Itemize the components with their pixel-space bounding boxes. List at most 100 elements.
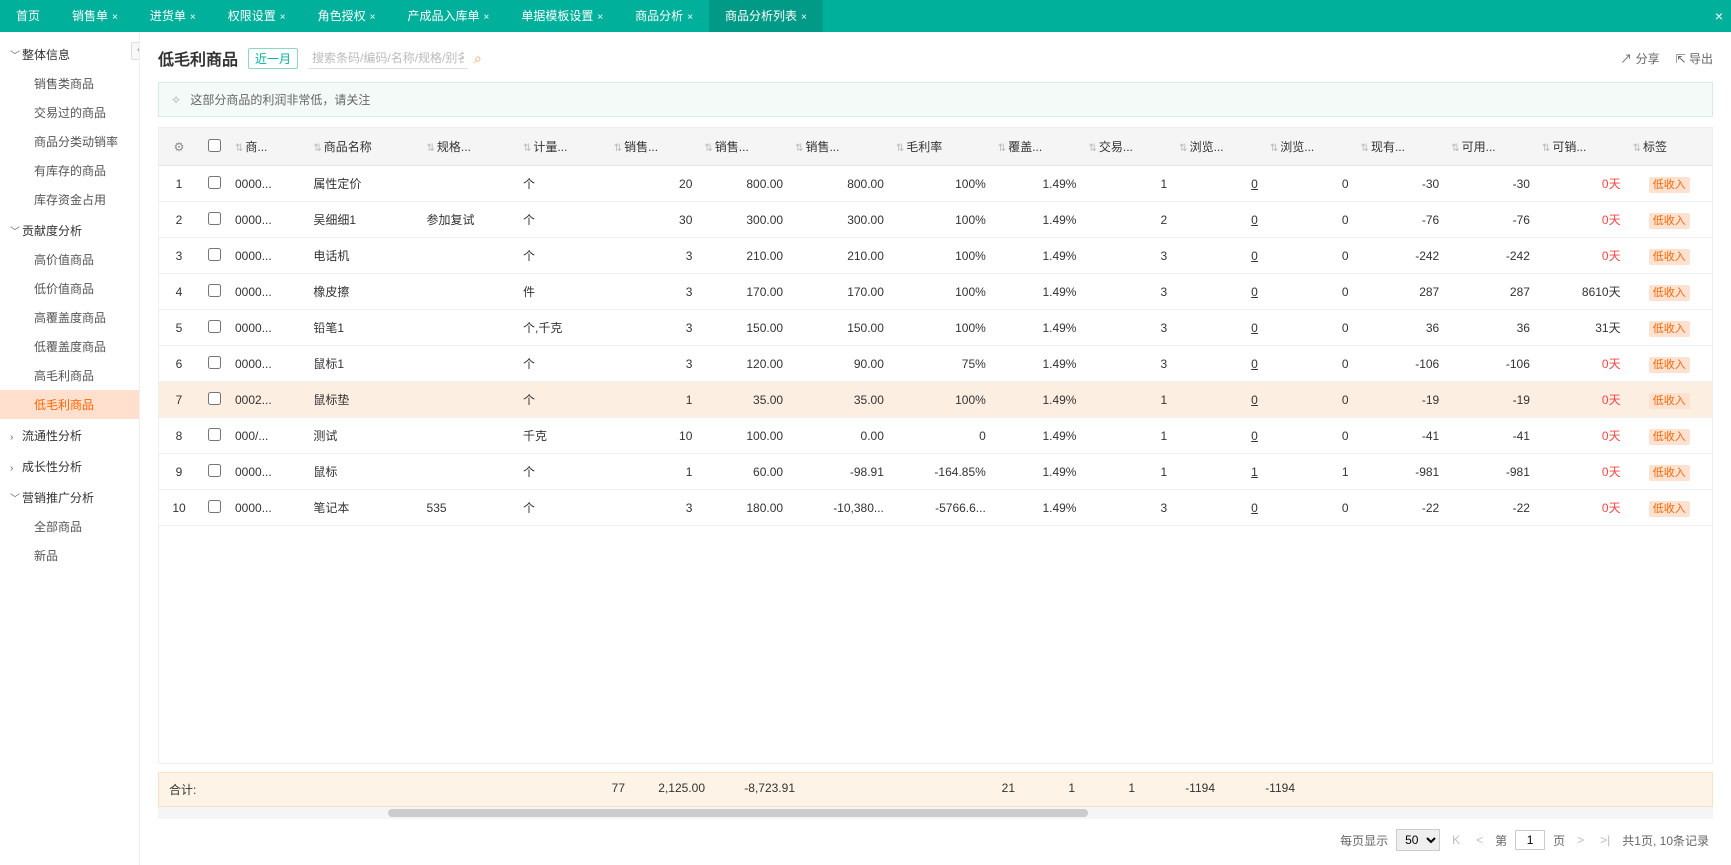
column-header[interactable]: ⇅销售... [789,128,890,166]
top-tab[interactable]: 销售单× [56,0,134,32]
view-link[interactable]: 1 [1251,465,1258,479]
top-tab[interactable]: 进货单× [134,0,212,32]
column-header[interactable]: ⇅标签 [1627,128,1712,166]
sort-icon[interactable]: ⇅ [614,143,622,154]
tree-item[interactable]: 有库存的商品 [0,156,139,185]
data-table-wrap[interactable]: ⚙⇅商...⇅商品名称⇅规格...⇅计量...⇅销售...⇅销售...⇅销售..… [158,127,1713,764]
table-row[interactable]: 70002...鼠标垫个135.0035.00100%1.49%100-19-1… [159,382,1712,418]
page-last-button[interactable]: >| [1596,833,1614,847]
gear-icon[interactable]: ⚙ [174,140,185,154]
row-checkbox[interactable] [208,500,221,513]
tab-close-icon[interactable]: × [687,12,693,23]
table-row[interactable]: 90000...鼠标个160.00-98.91-164.85%1.49%111-… [159,454,1712,490]
column-header[interactable]: ⇅交易... [1082,128,1173,166]
view-link[interactable]: 0 [1251,429,1258,443]
column-header[interactable]: ⇅毛利率 [890,128,992,166]
table-row[interactable]: 50000...铅笔1个,千克3150.00150.00100%1.49%300… [159,310,1712,346]
sort-icon[interactable]: ⇅ [704,143,712,154]
search-icon[interactable]: ⌕ [474,50,482,67]
tab-close-icon[interactable]: × [280,12,286,23]
view-link[interactable]: 0 [1251,285,1258,299]
top-tab[interactable]: 产成品入库单× [391,0,505,32]
share-button[interactable]: ↗ 分享 [1620,50,1659,67]
row-checkbox[interactable] [208,284,221,297]
tree-item[interactable]: 高毛利商品 [0,361,139,390]
top-tab[interactable]: 首页 [0,0,56,32]
view-link[interactable]: 0 [1251,321,1258,335]
view-link[interactable]: 0 [1251,177,1258,191]
column-header[interactable]: ⇅浏览... [1173,128,1264,166]
sort-icon[interactable]: ⇅ [896,143,904,154]
tree-group-header[interactable]: ﹀营销推广分析 [0,483,139,512]
row-checkbox[interactable] [208,428,221,441]
sort-icon[interactable]: ⇅ [795,143,803,154]
column-header[interactable]: ⇅商... [229,128,307,166]
table-row[interactable]: 60000...鼠标1个3120.0090.0075%1.49%300-106-… [159,346,1712,382]
tabs-close-all-icon[interactable]: × [1715,8,1723,24]
tree-item[interactable]: 低毛利商品 [0,390,139,419]
view-link[interactable]: 0 [1251,357,1258,371]
sort-icon[interactable]: ⇅ [1179,143,1187,154]
tree-item[interactable]: 库存资金占用 [0,185,139,214]
sort-icon[interactable]: ⇅ [235,143,243,154]
column-header[interactable]: ⇅可用... [1445,128,1536,166]
column-header[interactable]: ⇅销售... [698,128,789,166]
sort-icon[interactable]: ⇅ [1088,143,1096,154]
table-row[interactable]: 10000...属性定价个20800.00800.00100%1.49%100-… [159,166,1712,202]
tab-close-icon[interactable]: × [597,12,603,23]
search-input[interactable] [308,48,468,69]
column-header[interactable]: ⇅现有... [1355,128,1446,166]
tree-item[interactable]: 商品分类动销率 [0,127,139,156]
tree-item[interactable]: 销售类商品 [0,69,139,98]
row-checkbox[interactable] [208,176,221,189]
sort-icon[interactable]: ⇅ [313,143,321,154]
top-tab[interactable]: 单据模板设置× [505,0,619,32]
tree-group-header[interactable]: ›成长性分析 [0,452,139,481]
tree-item[interactable]: 全部商品 [0,512,139,541]
top-tab[interactable]: 商品分析× [619,0,709,32]
perpage-select[interactable]: 50 [1396,829,1440,851]
table-row[interactable]: 40000...橡皮擦件3170.00170.00100%1.49%300287… [159,274,1712,310]
row-checkbox[interactable] [208,320,221,333]
table-row[interactable]: 30000...电话机个3210.00210.00100%1.49%300-24… [159,238,1712,274]
tree-item[interactable]: 交易过的商品 [0,98,139,127]
row-checkbox[interactable] [208,392,221,405]
column-header[interactable]: ⇅浏览... [1264,128,1355,166]
view-link[interactable]: 0 [1251,249,1258,263]
tree-group-header[interactable]: ﹀整体信息 [0,40,139,69]
tree-item[interactable]: 新品 [0,541,139,570]
sidebar-collapse-button[interactable]: « [131,42,140,60]
horizontal-scrollbar[interactable] [158,807,1713,819]
tab-close-icon[interactable]: × [483,12,489,23]
column-header[interactable]: ⇅可销... [1536,128,1627,166]
column-header[interactable]: ⇅商品名称 [307,128,420,166]
column-header[interactable]: ⇅销售... [608,128,699,166]
view-link[interactable]: 0 [1251,213,1258,227]
sort-icon[interactable]: ⇅ [523,143,531,154]
table-row[interactable]: 20000...吴细细1参加复试个30300.00300.00100%1.49%… [159,202,1712,238]
period-tag[interactable]: 近一月 [248,48,298,69]
select-all-checkbox[interactable] [208,139,221,152]
column-header[interactable]: ⇅规格... [421,128,518,166]
row-checkbox[interactable] [208,248,221,261]
tree-group-header[interactable]: ›流通性分析 [0,421,139,450]
row-checkbox[interactable] [208,212,221,225]
sort-icon[interactable]: ⇅ [427,143,435,154]
tree-item[interactable]: 低覆盖度商品 [0,332,139,361]
top-tab[interactable]: 权限设置× [212,0,302,32]
page-prev-button[interactable]: < [1472,833,1487,847]
row-checkbox[interactable] [208,356,221,369]
sort-icon[interactable]: ⇅ [1270,143,1278,154]
sort-icon[interactable]: ⇅ [1542,143,1550,154]
page-next-button[interactable]: > [1573,833,1588,847]
sort-icon[interactable]: ⇅ [998,143,1006,154]
tab-close-icon[interactable]: × [801,12,807,23]
column-header[interactable]: ⇅覆盖... [992,128,1083,166]
tree-item[interactable]: 低价值商品 [0,274,139,303]
view-link[interactable]: 0 [1251,501,1258,515]
export-button[interactable]: ⇱ 导出 [1676,50,1713,67]
column-header[interactable]: ⇅计量... [517,128,608,166]
tab-close-icon[interactable]: × [370,12,376,23]
view-link[interactable]: 0 [1251,393,1258,407]
top-tab[interactable]: 商品分析列表× [709,0,823,32]
